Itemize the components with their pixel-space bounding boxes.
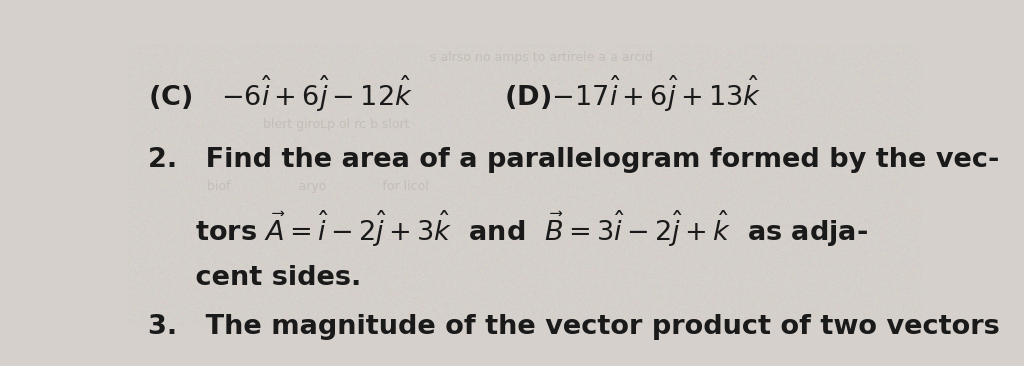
Text: blert giroLp ol rc b slort: blert giroLp ol rc b slort [263,119,410,131]
Text: cent sides.: cent sides. [147,265,361,291]
Text: 2.   Find the area of a parallelogram formed by the vec-: 2. Find the area of a parallelogram form… [147,147,999,173]
Text: (C)   $-6\hat{i}+6\hat{j}-12\hat{k}$          (D)$-17\hat{i}+6\hat{j}+13\hat{k}$: (C) $-6\hat{i}+6\hat{j}-12\hat{k}$ (D)$-… [147,74,761,114]
Text: s alrso no amps to artirele a a arcid: s alrso no amps to artirele a a arcid [430,51,652,64]
Text: tors $\vec{A}=\hat{i}-2\hat{j}+3\hat{k}$  and  $\vec{B}=3\hat{i}-2\hat{j}+\hat{k: tors $\vec{A}=\hat{i}-2\hat{j}+3\hat{k}$… [147,209,868,249]
Text: 3.   The magnitude of the vector product of two vectors: 3. The magnitude of the vector product o… [147,314,999,340]
Text: biof                 aryo              for licol: biof aryo for licol [207,180,429,194]
